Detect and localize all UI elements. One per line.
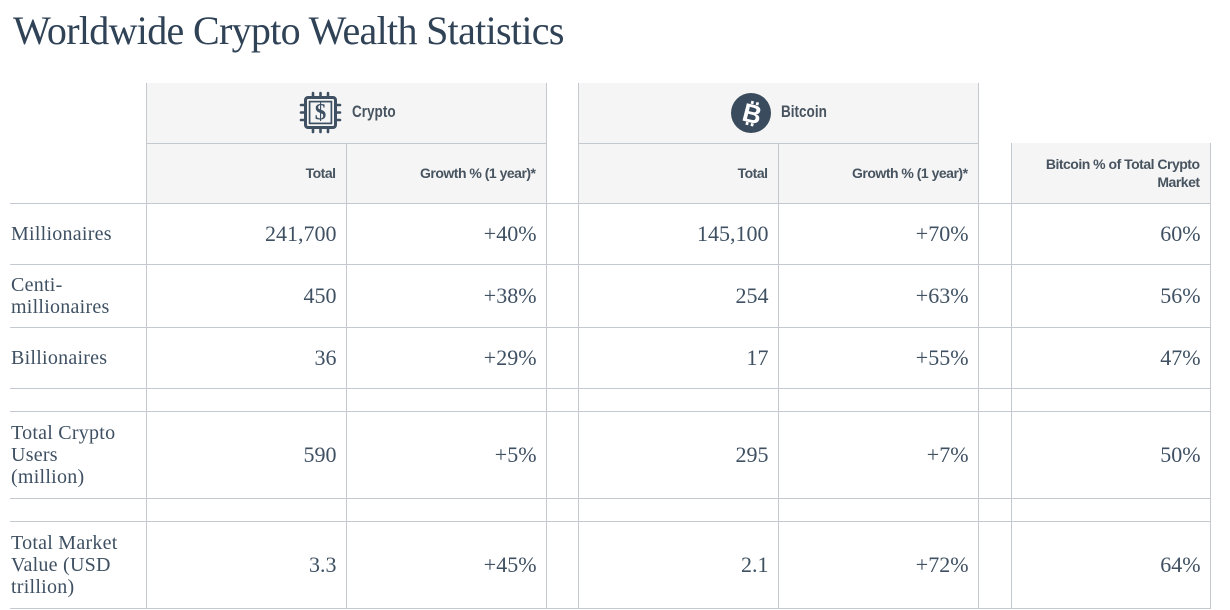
svg-text:$: $: [315, 100, 327, 125]
